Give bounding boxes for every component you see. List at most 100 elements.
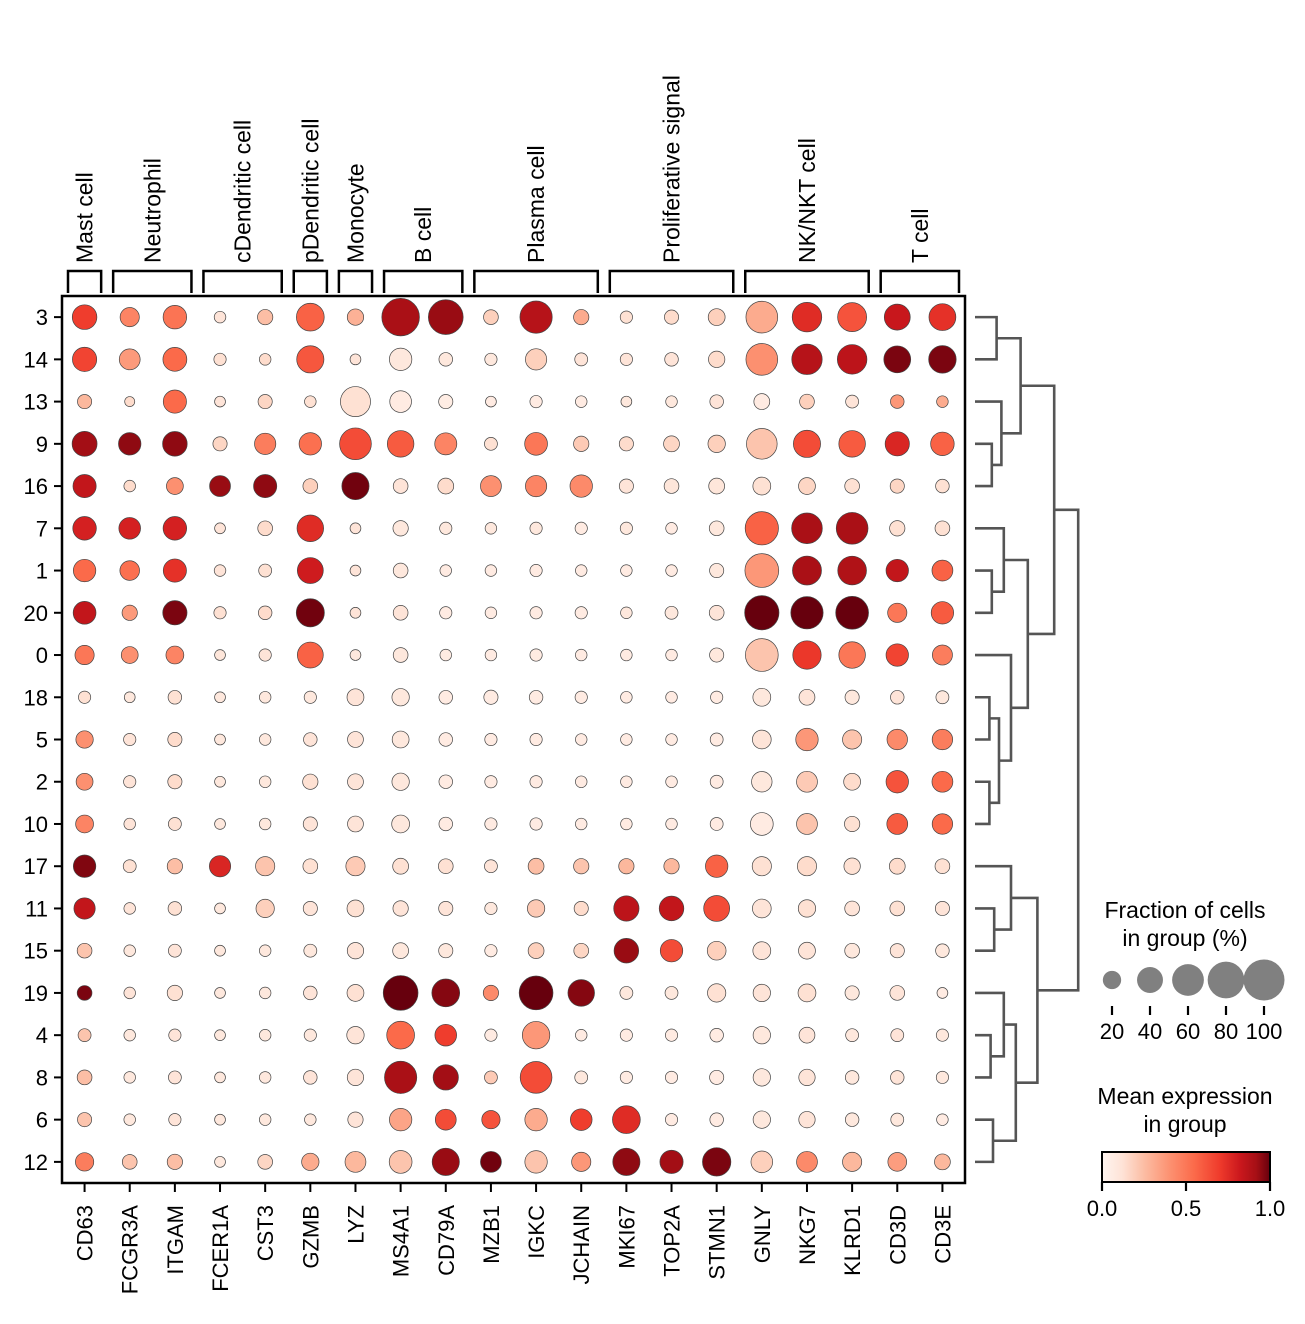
dot-7-JCHAIN[interactable] (574, 521, 588, 535)
dot-6-FCGR3A[interactable] (123, 1113, 136, 1126)
dot-7-TOP2A[interactable] (665, 522, 678, 535)
dot-19-LYZ[interactable] (346, 984, 365, 1002)
dot-0-GZMB[interactable] (297, 641, 324, 669)
dot-3-TOP2A[interactable] (664, 309, 679, 325)
dot-0-TOP2A[interactable] (665, 648, 678, 662)
dot-11-MKI67[interactable] (613, 895, 640, 922)
dot-5-GZMB[interactable] (303, 732, 318, 747)
dot-2-ITGAM[interactable] (167, 774, 183, 790)
dot-9-NKG7[interactable] (793, 429, 821, 458)
dot-1-LYZ[interactable] (349, 564, 362, 577)
dot-14-MZB1[interactable] (484, 352, 498, 366)
dot-15-ITGAM[interactable] (168, 943, 182, 958)
dot-6-CD3D[interactable] (890, 1112, 905, 1127)
dot-10-JCHAIN[interactable] (575, 817, 588, 831)
dot-7-CD3D[interactable] (889, 520, 906, 537)
dot-20-CD3D[interactable] (887, 602, 908, 623)
dot-9-CD3E[interactable] (930, 431, 955, 456)
dot-9-TOP2A[interactable] (663, 435, 680, 453)
dot-3-LYZ[interactable] (346, 308, 365, 326)
dot-15-KLRD1[interactable] (844, 942, 860, 959)
dot-5-FCER1A[interactable] (214, 733, 226, 746)
dot-14-CST3[interactable] (259, 353, 272, 366)
dot-20-FCGR3A[interactable] (121, 604, 138, 621)
dot-9-IGKC[interactable] (524, 432, 548, 456)
dot-19-NKG7[interactable] (797, 983, 817, 1003)
dot-4-FCGR3A[interactable] (123, 1029, 136, 1042)
dot-7-STMN1[interactable] (708, 520, 725, 537)
dot-19-JCHAIN[interactable] (567, 979, 595, 1007)
dot-15-CD79A[interactable] (438, 943, 454, 959)
dot-17-STMN1[interactable] (705, 854, 729, 878)
dot-5-NKG7[interactable] (795, 727, 819, 752)
dot-20-LYZ[interactable] (349, 607, 362, 619)
dot-7-CD79A[interactable] (439, 521, 453, 535)
dot-9-MZB1[interactable] (484, 436, 498, 451)
dot-19-GNLY[interactable] (752, 983, 771, 1002)
dot-4-CD79A[interactable] (434, 1023, 457, 1047)
dot-8-CD3E[interactable] (935, 1070, 949, 1084)
dot-4-LYZ[interactable] (346, 1026, 365, 1045)
dot-0-GNLY[interactable] (745, 638, 779, 672)
dot-10-CD3D[interactable] (886, 813, 909, 835)
dot-16-CD3D[interactable] (889, 478, 905, 494)
dot-15-MKI67[interactable] (613, 938, 640, 964)
dot-15-CD3E[interactable] (935, 943, 950, 958)
dot-4-JCHAIN[interactable] (575, 1029, 588, 1042)
dot-13-NKG7[interactable] (799, 393, 815, 410)
dot-0-JCHAIN[interactable] (575, 648, 588, 662)
dot-16-GNLY[interactable] (752, 476, 772, 496)
dot-4-NKG7[interactable] (798, 1026, 816, 1044)
dot-16-LYZ[interactable] (341, 472, 370, 501)
dot-13-IGKC[interactable] (529, 395, 543, 409)
dot-8-NKG7[interactable] (798, 1068, 816, 1086)
dot-13-MZB1[interactable] (485, 395, 497, 408)
dot-16-CD3E[interactable] (935, 478, 950, 494)
dot-14-IGKC[interactable] (525, 348, 548, 371)
dot-15-CD63[interactable] (76, 942, 93, 959)
dot-15-MS4A1[interactable] (392, 942, 409, 959)
dot-12-GNLY[interactable] (750, 1150, 774, 1174)
dot-1-IGKC[interactable] (529, 564, 543, 578)
dot-6-CST3[interactable] (259, 1113, 272, 1126)
dot-19-MZB1[interactable] (482, 984, 499, 1001)
dot-11-FCGR3A[interactable] (123, 902, 136, 915)
dot-10-MKI67[interactable] (620, 817, 633, 831)
dot-15-LYZ[interactable] (346, 942, 365, 960)
dot-7-NKG7[interactable] (791, 512, 823, 544)
dot-18-KLRD1[interactable] (844, 689, 860, 705)
dot-20-CD3E[interactable] (930, 601, 955, 625)
dot-3-ITGAM[interactable] (162, 304, 188, 330)
dot-20-KLRD1[interactable] (835, 596, 869, 630)
dot-18-CD63[interactable] (78, 690, 92, 704)
dot-13-STMN1[interactable] (709, 394, 724, 409)
dot-14-CD3D[interactable] (883, 345, 912, 374)
dot-7-CST3[interactable] (257, 520, 273, 537)
dot-12-ITGAM[interactable] (166, 1153, 183, 1170)
dot-1-GNLY[interactable] (744, 553, 780, 588)
dot-8-IGKC[interactable] (519, 1061, 553, 1094)
dot-3-STMN1[interactable] (707, 308, 726, 326)
dot-9-STMN1[interactable] (707, 434, 726, 453)
dot-13-ITGAM[interactable] (162, 389, 187, 414)
dot-0-IGKC[interactable] (529, 648, 543, 662)
dot-11-NKG7[interactable] (797, 899, 817, 918)
dot-1-FCER1A[interactable] (213, 564, 227, 577)
dot-10-GZMB[interactable] (302, 816, 318, 832)
dot-18-MKI67[interactable] (620, 691, 633, 704)
dot-3-MKI67[interactable] (619, 310, 633, 324)
dot-15-CST3[interactable] (259, 944, 272, 957)
dot-14-ITGAM[interactable] (162, 347, 188, 372)
dot-2-CST3[interactable] (259, 775, 272, 788)
dot-1-FCGR3A[interactable] (119, 560, 140, 581)
dot-7-GZMB[interactable] (296, 514, 324, 542)
dot-17-CD3D[interactable] (888, 857, 906, 875)
dot-0-MKI67[interactable] (620, 648, 633, 662)
dot-2-CD3D[interactable] (885, 770, 909, 794)
dot-2-MS4A1[interactable] (391, 772, 410, 791)
dot-20-TOP2A[interactable] (664, 605, 679, 620)
dot-15-GNLY[interactable] (752, 941, 772, 960)
dot-15-CD3D[interactable] (889, 943, 905, 959)
dot-3-CD3E[interactable] (928, 303, 957, 331)
dot-3-FCGR3A[interactable] (119, 307, 140, 328)
